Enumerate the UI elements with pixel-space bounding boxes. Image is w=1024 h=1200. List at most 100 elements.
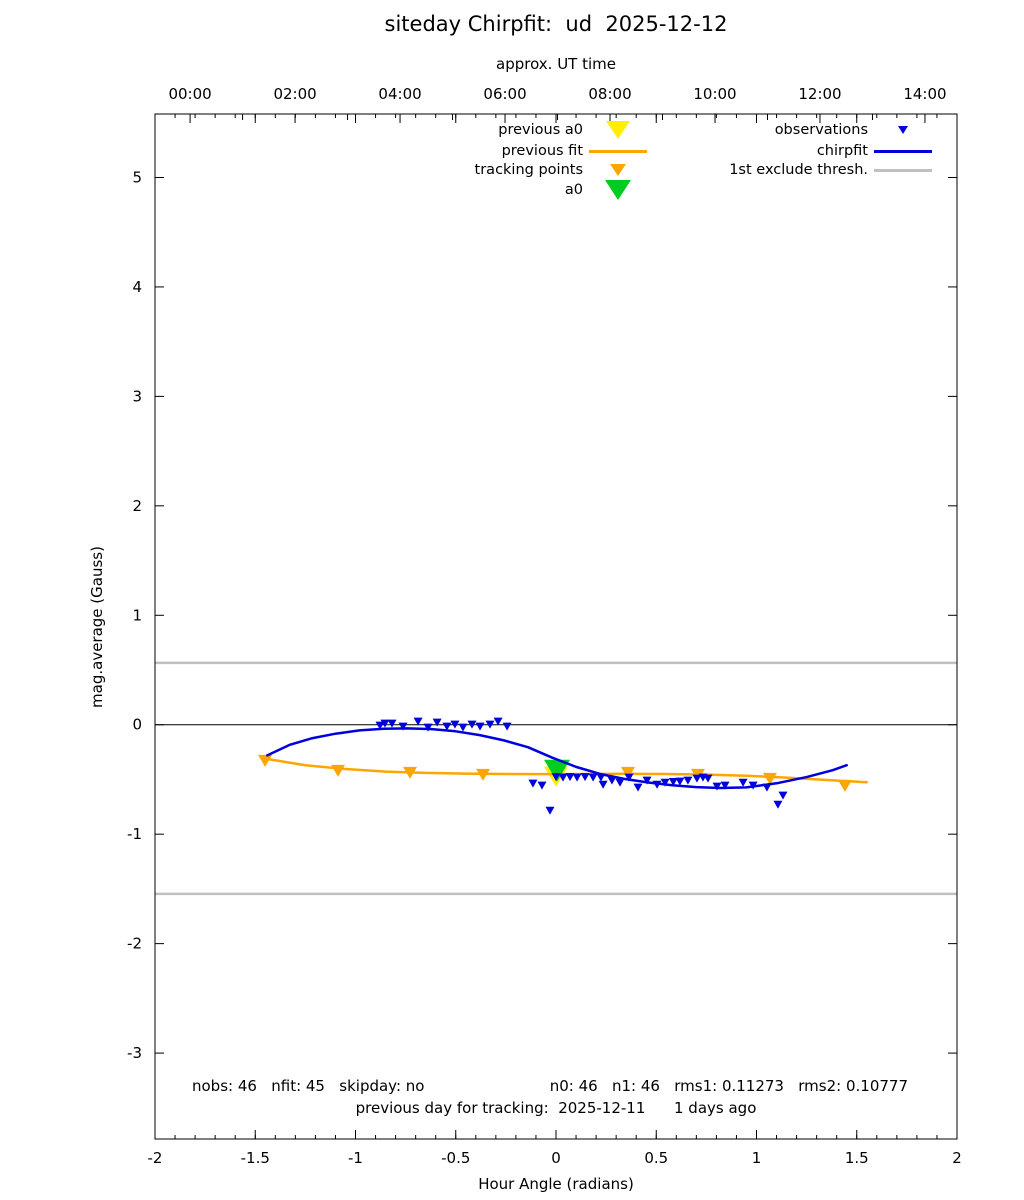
a0-icon: [605, 180, 631, 200]
observations-point: [450, 720, 460, 729]
x2-tick-label: 08:00: [588, 85, 631, 103]
x-tick-label: 1.5: [845, 1149, 869, 1167]
observations-point: [537, 781, 547, 790]
x2-tick-label: 14:00: [903, 85, 946, 103]
observations-point: [551, 773, 561, 782]
observations-point: [413, 717, 423, 726]
tracking-points-point: [258, 754, 273, 767]
stats-line2: previous day for tracking: 2025-12-11 1 …: [355, 1099, 757, 1117]
x-tick-label: 0.5: [644, 1149, 668, 1167]
x-tick-label: 2: [952, 1149, 962, 1167]
observations-point: [615, 778, 625, 787]
observations-point: [558, 773, 568, 782]
legend-item-a0: a0: [343, 179, 653, 201]
observations-point: [633, 783, 643, 792]
tracking-points-point: [620, 766, 635, 779]
chirpfit-curve: [266, 727, 848, 790]
y-tick-label: 5: [132, 168, 142, 186]
observations-point: [458, 723, 468, 732]
legend-item-tracking-points: tracking points: [343, 159, 653, 181]
y-axis-label: mag.average (Gauss): [88, 546, 106, 708]
tracking-points-point: [476, 768, 491, 781]
a0-point: [544, 759, 571, 782]
observations-point: [485, 720, 495, 729]
y-tick-label: 1: [132, 606, 142, 624]
observations-point: [565, 773, 575, 782]
plot-border: [154, 113, 958, 1140]
y-tick-label: 0: [132, 716, 142, 734]
observations-point: [380, 719, 390, 728]
observations-point: [675, 777, 685, 786]
y-tick-label: -3: [127, 1044, 142, 1062]
x-tick-label: -0.5: [441, 1149, 470, 1167]
y-tick-label: -2: [127, 935, 142, 953]
previous-a0-icon: [606, 121, 630, 139]
legend-item-previous-fit: previous fit: [343, 140, 653, 162]
observations-point: [580, 773, 590, 782]
observations-point: [778, 791, 788, 800]
observations-point: [442, 722, 452, 731]
observations-point: [703, 774, 713, 783]
legend-item-chirpfit: chirpfit: [628, 140, 938, 162]
tracking-points-point: [403, 766, 418, 779]
observations-point: [642, 776, 652, 785]
x-axis-label: Hour Angle (radians): [478, 1175, 634, 1193]
observations-point: [398, 722, 408, 731]
observations-point: [387, 719, 397, 728]
x2-tick-label: 04:00: [378, 85, 421, 103]
observations-point: [375, 721, 385, 730]
observations-point: [668, 778, 678, 787]
x-tick-label: -2: [148, 1149, 163, 1167]
x2-tick-label: 00:00: [168, 85, 211, 103]
observations-point: [502, 722, 512, 731]
legend-label: a0: [564, 182, 583, 198]
observations-point: [773, 800, 783, 809]
observations-point: [423, 723, 433, 732]
x-tick-label: -1: [348, 1149, 363, 1167]
chirpfit-line-icon: [874, 149, 932, 153]
stats-line1-right: n0: 46 n1: 46 rms1: 0.11273 rms2: 0.1077…: [549, 1077, 908, 1095]
legend-label: chirpfit: [816, 143, 868, 159]
stats-line1: nobs: 46 nfit: 45 skipday: no n0: 46 n1:…: [192, 1077, 908, 1095]
legend-item-previous-a0: previous a0: [343, 119, 653, 141]
tracking-points-point: [331, 764, 346, 777]
observations-point: [572, 773, 582, 782]
x-tick-label: -1.5: [241, 1149, 270, 1167]
exclude-thresh-line-icon: [874, 168, 932, 172]
legend-item-exclude-thresh: 1st exclude thresh.: [628, 159, 938, 181]
top-axis-label: approx. UT time: [496, 55, 616, 73]
observations-point: [493, 717, 503, 726]
legend-label: observations: [774, 122, 868, 138]
legend-label: tracking points: [474, 162, 583, 178]
tracking-points-icon: [610, 164, 626, 176]
observations-icon: [898, 126, 908, 134]
observations-point: [624, 773, 634, 782]
legend-item-observations: observations: [628, 119, 938, 141]
tracking-points-point: [762, 772, 777, 785]
observations-point: [432, 718, 442, 727]
observations-point: [692, 774, 702, 783]
observations-point: [738, 778, 748, 787]
chart-title: siteday Chirpfit: ud 2025-12-12: [384, 12, 728, 36]
observations-point: [607, 776, 617, 785]
observations-point: [660, 778, 670, 787]
observations-point: [467, 720, 477, 729]
stats-line1-left: nobs: 46 nfit: 45 skipday: no: [192, 1077, 425, 1095]
x2-tick-label: 10:00: [693, 85, 736, 103]
x2-tick-label: 12:00: [798, 85, 841, 103]
legend-label: previous a0: [498, 122, 583, 138]
tracking-points-point: [837, 779, 852, 792]
y-tick-label: 4: [132, 278, 142, 296]
observations-point: [545, 806, 555, 815]
y-tick-label: 3: [132, 387, 142, 405]
legend-label: 1st exclude thresh.: [729, 162, 868, 178]
observations-point: [475, 722, 485, 731]
x2-tick-label: 02:00: [273, 85, 316, 103]
observations-point: [598, 780, 608, 789]
y-tick-label: 2: [132, 497, 142, 515]
observations-point: [588, 773, 598, 782]
observations-point: [720, 781, 730, 790]
observations-point: [683, 776, 693, 785]
